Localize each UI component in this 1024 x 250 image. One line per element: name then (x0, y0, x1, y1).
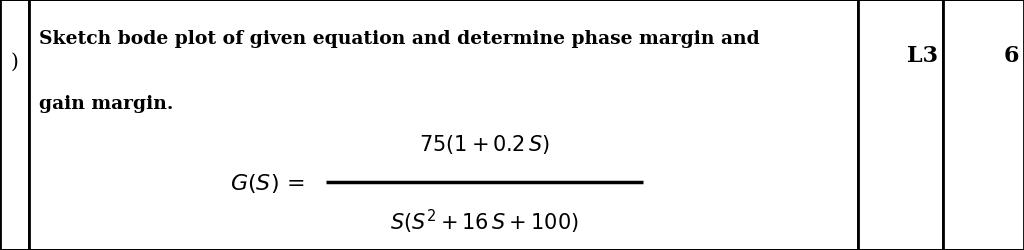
Text: $\mathit{S(S^2+16\,S+100)}$: $\mathit{S(S^2+16\,S+100)}$ (390, 207, 579, 235)
Text: ): ) (10, 53, 18, 72)
Bar (0, 0, 29, 250)
Text: $\mathit{G(S)}$$\,=\,$: $\mathit{G(S)}$$\,=\,$ (230, 171, 305, 194)
Text: 6: 6 (1004, 45, 1019, 67)
Text: gain margin.: gain margin. (39, 95, 173, 113)
Bar (943, 0, 1024, 250)
Bar (29, 0, 858, 250)
Text: Sketch bode plot of given equation and determine phase margin and: Sketch bode plot of given equation and d… (39, 30, 760, 48)
Bar (858, 0, 943, 250)
Text: $\mathit{75(1+0.2\,S)}$: $\mathit{75(1+0.2\,S)}$ (419, 132, 550, 155)
Text: L3: L3 (907, 45, 938, 67)
